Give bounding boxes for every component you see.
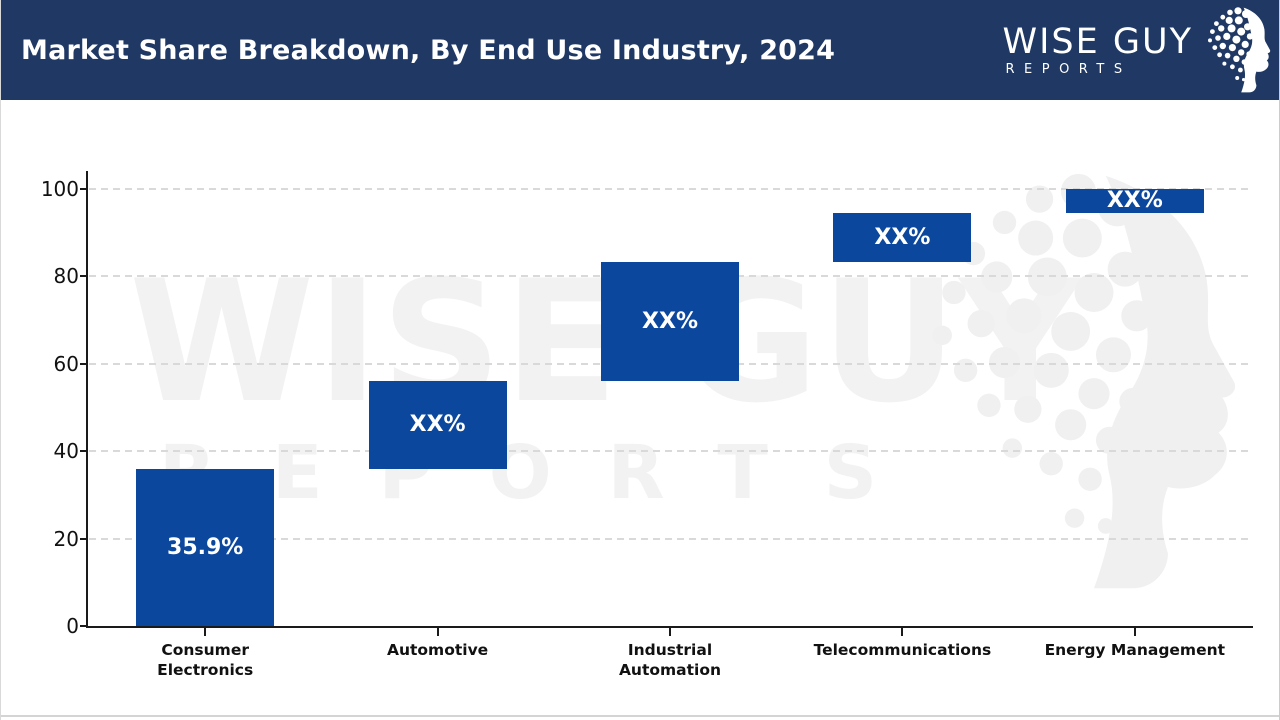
bar-value-label-telecommunications: XX% [874,224,931,250]
logo-wordmark: WISE GUY [1002,21,1193,62]
watermark-subtitle: REPORTS [159,430,934,516]
y-tick-100 [80,187,88,190]
x-axis-label-automotive: Automotive [386,641,489,659]
x-axis-label-consumer-electronics: Consumer Electronics [157,641,254,679]
logo-subtitle: REPORTS [1005,61,1132,77]
y-axis-line [86,171,88,628]
x-axis-label-telecommunications: Telecommunications [813,641,992,659]
y-tick-label-80: 80 [53,264,79,288]
bar-industrial-automation: XX% [601,261,739,381]
x-axis-label-industrial-automation: Industrial Automation [618,641,722,679]
gridline-40 [89,450,1251,452]
y-tick-60 [80,362,88,365]
bar-consumer-electronics: 35.9% [136,468,275,626]
gridline-20 [89,537,1251,540]
y-tick-20 [80,537,88,540]
gridline-100 [89,187,1251,190]
y-tick-label-100: 100 [40,176,79,201]
wise-guy-reports-logo: WISE GUY REPORTS [1002,6,1273,94]
x-tick-energy-management [1133,628,1136,636]
y-tick-40 [80,450,88,452]
x-axis-line [86,626,1253,628]
x-axis-label-energy-management: Energy Management [1044,641,1226,659]
dotted-head-icon [1208,7,1271,93]
y-tick-label-20: 20 [53,526,79,551]
header-bar: Market Share Breakdown, By End Use Indus… [1,0,1279,100]
x-tick-automotive [436,628,439,636]
page-title: Market Share Breakdown, By End Use Indus… [21,34,836,66]
logo-text: WISE GUY REPORTS [1002,24,1193,77]
bar-telecommunications: XX% [833,212,972,262]
bar-automotive: XX% [368,380,507,469]
bar-value-label-consumer-electronics: 35.9% [167,534,244,560]
bottom-divider [1,715,1279,717]
bar-value-label-industrial-automation: XX% [642,308,698,334]
y-tick-label-0: 0 [66,614,79,638]
bar-value-label-automotive: XX% [409,412,466,438]
bar-energy-management: XX% [1065,188,1204,214]
y-tick-label-60: 60 [53,351,79,376]
x-tick-telecommunications [901,628,904,636]
y-tick-label-40: 40 [53,439,79,463]
x-tick-consumer-electronics [204,628,207,636]
bar-value-label-energy-management: XX% [1106,188,1163,214]
waterfall-chart: 0 20 40 60 80 100 35.9% Consumer Electronics XX% A… [1,100,1279,720]
y-tick-0 [80,625,88,627]
y-tick-80 [80,275,88,277]
x-tick-industrial-automation [669,628,671,636]
